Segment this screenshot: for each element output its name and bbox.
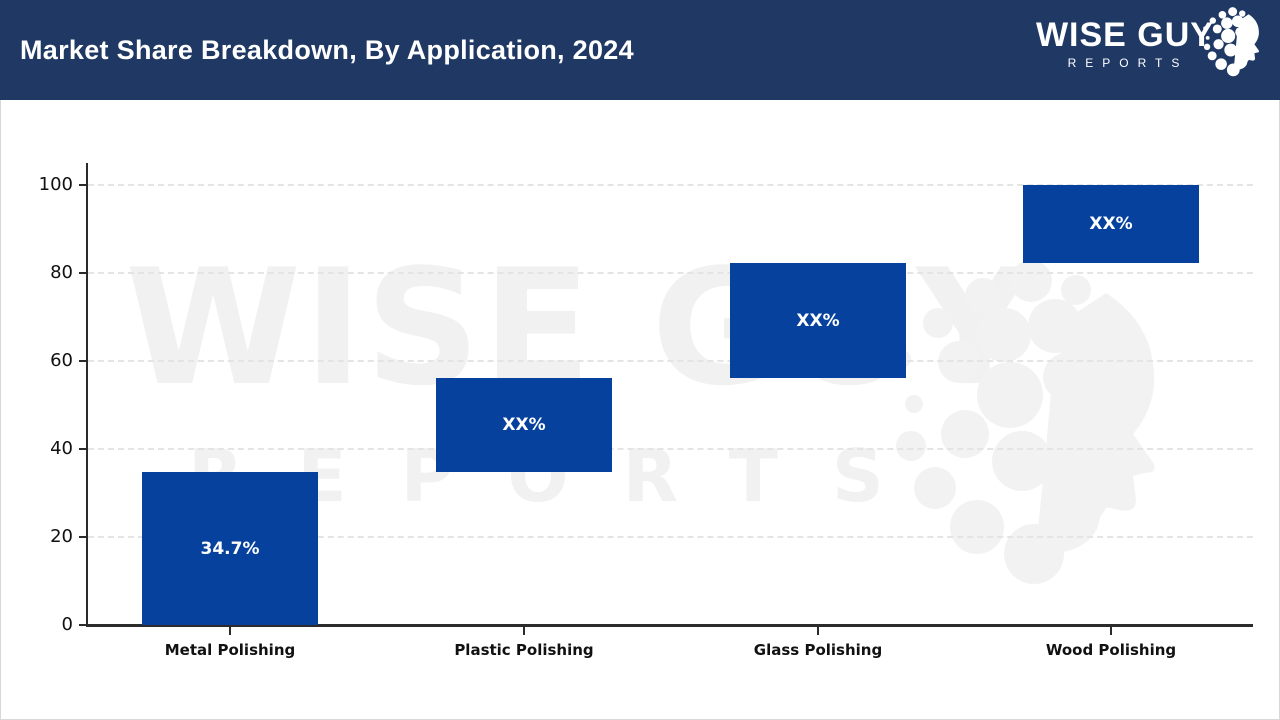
y-axis-tick-label: 20 bbox=[50, 526, 73, 547]
y-axis-tick-label: 100 bbox=[38, 174, 73, 195]
x-axis-category-label: Glass Polishing bbox=[753, 641, 883, 659]
y-axis-tick-mark bbox=[79, 624, 87, 626]
bar-value-label: XX% bbox=[1089, 213, 1133, 234]
logo-head-icon bbox=[1200, 6, 1264, 80]
y-axis-tick-mark bbox=[79, 184, 87, 186]
y-axis-tick-label: 60 bbox=[50, 350, 73, 371]
x-axis-category-label: Metal Polishing bbox=[164, 641, 296, 659]
logo-subtext: REPORTS bbox=[1067, 55, 1189, 70]
bar-metal-polishing: 34.7% bbox=[142, 472, 318, 625]
gridline-80 bbox=[88, 272, 1253, 274]
x-axis bbox=[86, 624, 1253, 627]
gridline-100 bbox=[88, 184, 1253, 186]
logo-wordmark: WISE GUY bbox=[1035, 15, 1214, 54]
y-axis bbox=[86, 163, 88, 627]
chart-title: Market Share Breakdown, By Application, … bbox=[20, 34, 634, 65]
watermark-head-icon bbox=[878, 228, 1178, 628]
bar-value-label: XX% bbox=[796, 310, 840, 331]
y-axis-tick-mark bbox=[79, 448, 87, 450]
x-axis-tick-mark bbox=[817, 627, 819, 635]
y-axis-tick-mark bbox=[79, 360, 87, 362]
y-axis-tick-label: 0 bbox=[61, 614, 73, 635]
bar-value-label: XX% bbox=[502, 415, 546, 436]
y-axis-tick-mark bbox=[79, 536, 87, 538]
x-axis-category-label: Plastic Polishing bbox=[454, 641, 594, 659]
bar-glass-polishing: XX% bbox=[730, 262, 906, 379]
wise-guy-logo: WISE GUY REPORTS bbox=[1036, 6, 1264, 80]
logo-text: WISE GUY REPORTS bbox=[1036, 17, 1214, 70]
gridline-20 bbox=[88, 536, 1253, 538]
x-axis-tick-mark bbox=[229, 627, 231, 635]
x-axis-tick-mark bbox=[523, 627, 525, 635]
gridline-40 bbox=[88, 448, 1253, 450]
bar-plastic-polishing: XX% bbox=[436, 378, 612, 473]
y-axis-tick-mark bbox=[79, 272, 87, 274]
bar-wood-polishing: XX% bbox=[1023, 185, 1199, 263]
y-axis-tick-label: 80 bbox=[50, 262, 73, 283]
bar-value-label: 34.7% bbox=[200, 538, 260, 559]
header: Market Share Breakdown, By Application, … bbox=[0, 0, 1280, 100]
x-axis-category-label: Wood Polishing bbox=[1045, 641, 1177, 659]
gridline-60 bbox=[88, 360, 1253, 362]
x-axis-tick-mark bbox=[1110, 627, 1112, 635]
y-axis-tick-label: 40 bbox=[50, 438, 73, 459]
